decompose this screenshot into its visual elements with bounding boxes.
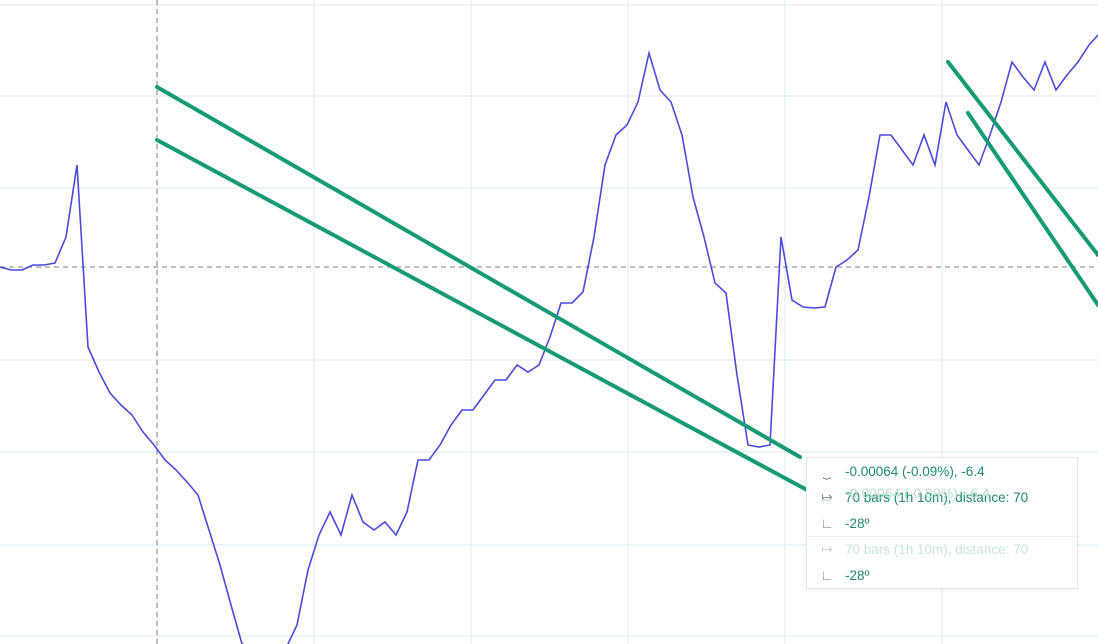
tooltip-row-bars: ↦ 70 bars (1h 10m), distance: 70 ⏟ -0.00… — [807, 484, 1077, 510]
tooltip-measure-text: -0.00064 (-0.09%), -6.4 — [845, 464, 985, 479]
tooltip-row-measure: ⏟ -0.00064 (-0.09%), -6.4 — [807, 458, 1077, 484]
bars-icon: ↦ — [817, 489, 837, 506]
tooltip-angle-text: -28º — [845, 516, 869, 531]
angle-icon: ∟ — [817, 515, 837, 531]
trend-line-lower-right[interactable] — [968, 113, 1098, 305]
tooltip-ghost-text-2: 70 bars (1h 10m), distance: 70 — [845, 542, 1028, 557]
angle-icon-2: ∟ — [817, 567, 837, 583]
bars-icon-ghost: ↦ — [817, 541, 837, 558]
measure-icon: ⏟ — [817, 463, 837, 480]
measurement-tooltip[interactable]: ⏟ -0.00064 (-0.09%), -6.4 ↦ 70 bars (1h … — [806, 457, 1078, 589]
tooltip-row-ghost-bars: ↦ 70 bars (1h 10m), distance: 70 — [807, 536, 1077, 562]
tooltip-angle-text-2: -28º — [845, 568, 869, 583]
trend-line-lower-left[interactable] — [157, 140, 820, 497]
tooltip-bars-text: 70 bars (1h 10m), distance: 70 — [845, 490, 1028, 505]
tooltip-row-angle-2: ∟ -28º — [807, 562, 1077, 588]
chart-container: ⏟ -0.00064 (-0.09%), -6.4 ↦ 70 bars (1h … — [0, 0, 1098, 644]
trend-line-upper-right[interactable] — [948, 62, 1098, 255]
tooltip-row-angle: ∟ -28º — [807, 510, 1077, 536]
